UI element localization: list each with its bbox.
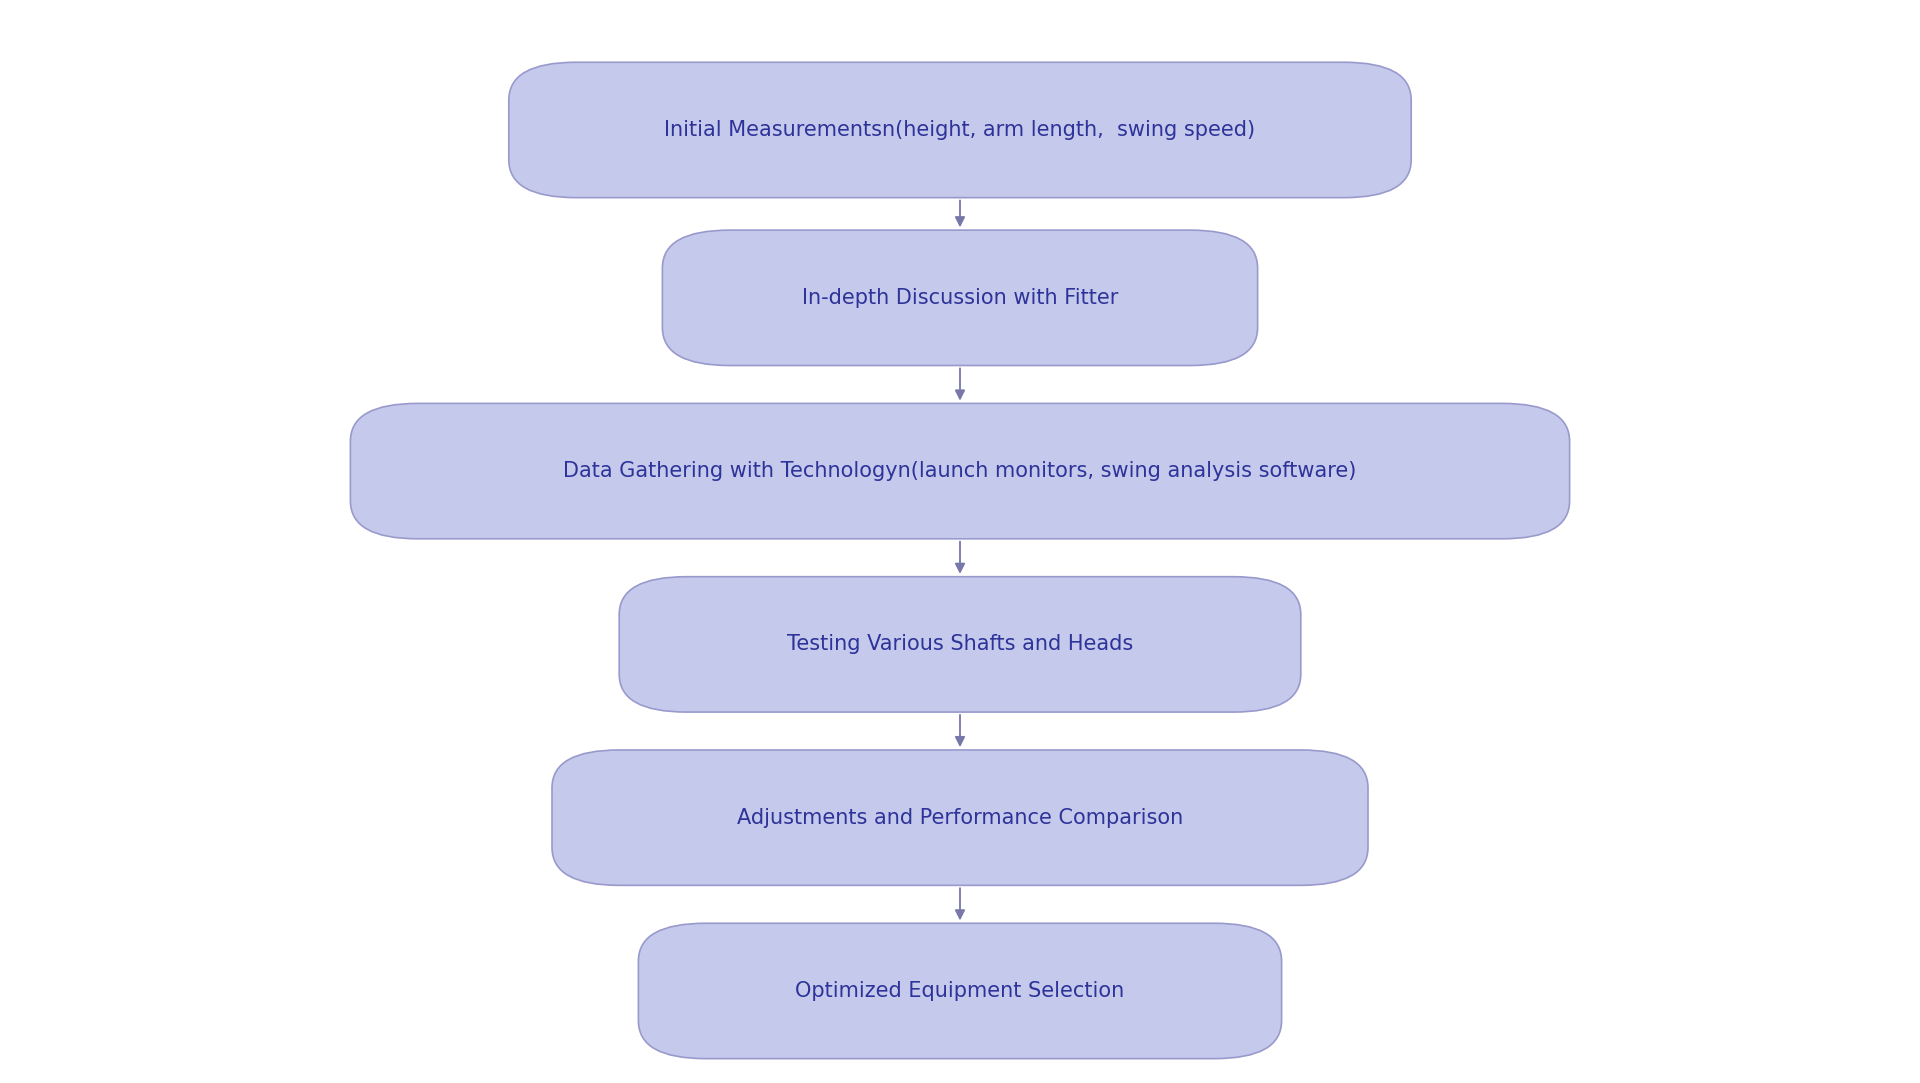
FancyBboxPatch shape [509,63,1411,198]
FancyBboxPatch shape [637,923,1283,1059]
FancyBboxPatch shape [662,231,1258,366]
Text: Testing Various Shafts and Heads: Testing Various Shafts and Heads [787,635,1133,654]
Text: Adjustments and Performance Comparison: Adjustments and Performance Comparison [737,808,1183,827]
FancyBboxPatch shape [553,749,1367,886]
Text: Initial Measurementsn(height, arm length,  swing speed): Initial Measurementsn(height, arm length… [664,120,1256,140]
Text: Optimized Equipment Selection: Optimized Equipment Selection [795,981,1125,1001]
Text: In-depth Discussion with Fitter: In-depth Discussion with Fitter [803,288,1117,308]
Text: Data Gathering with Technologyn(launch monitors, swing analysis software): Data Gathering with Technologyn(launch m… [563,461,1357,481]
FancyBboxPatch shape [618,576,1302,713]
FancyBboxPatch shape [351,404,1569,539]
